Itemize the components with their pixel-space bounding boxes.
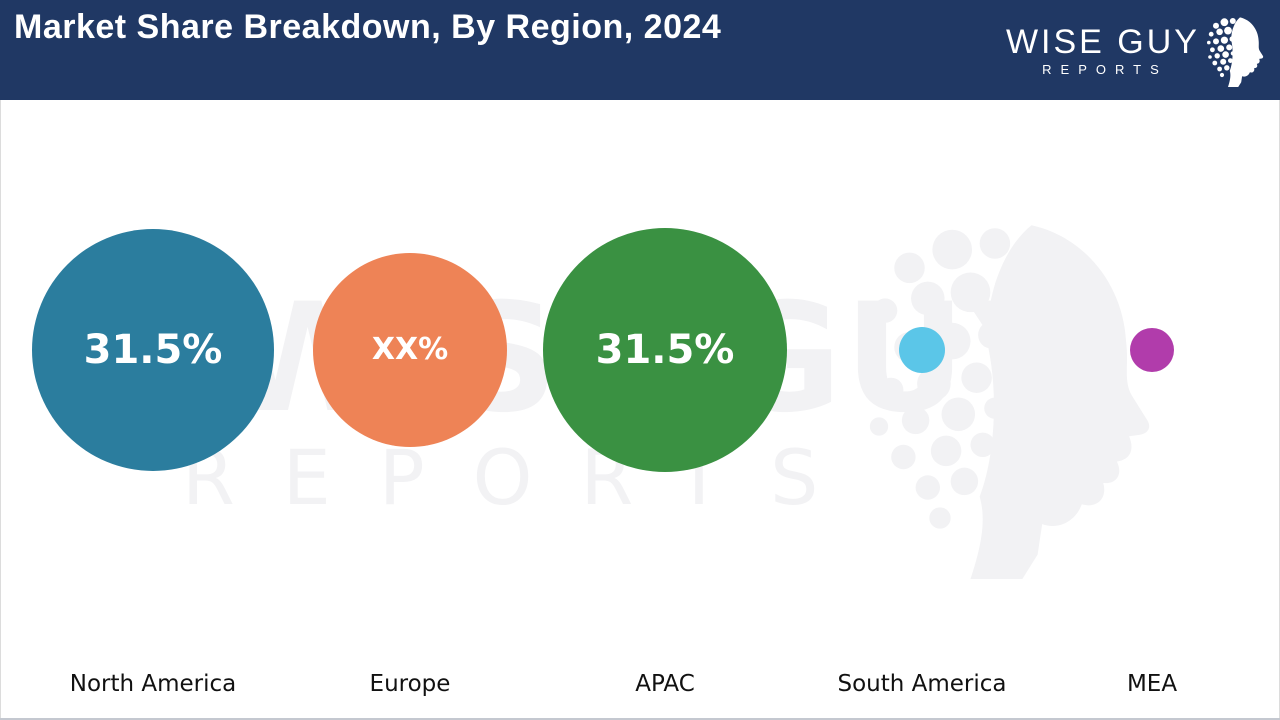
watermark-dotted-head — [842, 213, 1160, 579]
bubble-north-america: 31.5% — [32, 229, 274, 471]
logo-text: WISE GUY REPORTS — [1005, 22, 1200, 78]
bubble-value-apac: 31.5% — [595, 327, 735, 373]
bubble-south-america — [899, 327, 945, 373]
bubble-value-north-america: 31.5% — [83, 327, 223, 373]
logo-wordmark: WISE GUY — [1005, 22, 1200, 61]
category-label-south-america: South America — [837, 671, 1007, 697]
dotted-head-icon — [1207, 17, 1264, 87]
wise-guy-reports-logo: WISE GUY REPORTS — [1006, 12, 1264, 90]
bubble-apac: 31.5% — [543, 228, 787, 472]
logo-subtitle: REPORTS — [1042, 62, 1168, 78]
bubble-mea — [1130, 328, 1174, 372]
category-label-north-america: North America — [69, 671, 237, 697]
category-label-europe: Europe — [369, 671, 451, 697]
category-label-mea: MEA — [1126, 671, 1178, 697]
dotted-head-watermark-icon — [863, 225, 1150, 579]
bubble-europe: XX% — [313, 253, 507, 447]
bottom-rule — [0, 718, 1280, 720]
category-label-apac: APAC — [635, 671, 695, 697]
bubble-value-europe: XX% — [371, 332, 449, 367]
header-bar: Market Share Breakdown, By Region, 2024 … — [0, 0, 1280, 100]
page-title: Market Share Breakdown, By Region, 2024 — [14, 8, 722, 46]
